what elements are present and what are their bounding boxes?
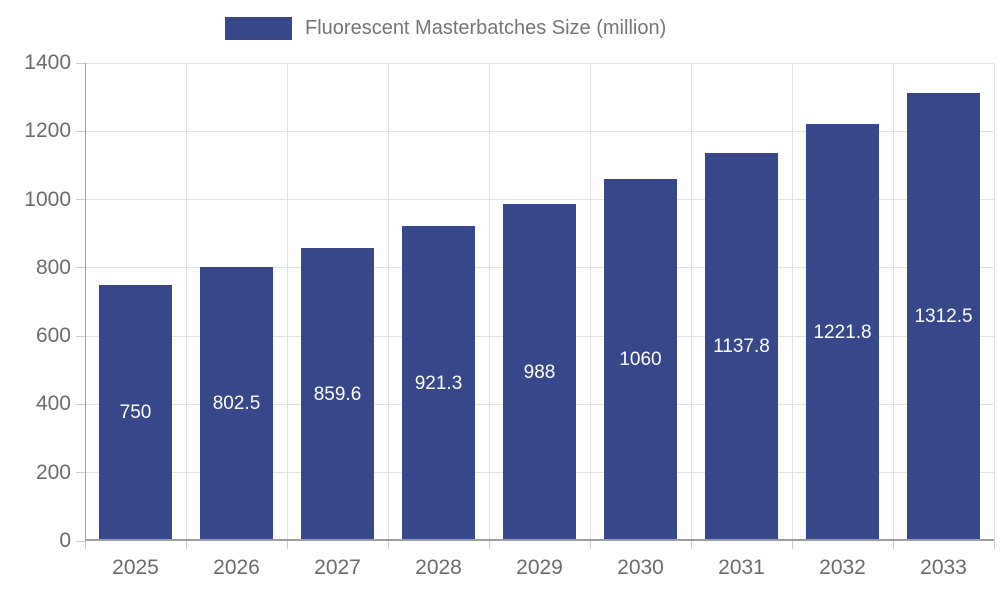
- bar[interactable]: 802.5: [200, 267, 273, 541]
- y-axis-tick-label: 600: [35, 324, 71, 348]
- x-axis-tick: [993, 541, 995, 549]
- gridline-horizontal: [85, 62, 994, 64]
- gridline-vertical: [387, 63, 389, 541]
- x-axis-category-label: 2031: [718, 556, 765, 579]
- bar[interactable]: 921.3: [402, 226, 475, 541]
- x-axis-tick: [286, 541, 288, 549]
- gridline-vertical: [690, 63, 692, 541]
- x-axis-tick: [488, 541, 490, 549]
- gridline-horizontal: [85, 130, 994, 132]
- x-axis-tick: [387, 541, 389, 549]
- bar-value-label: 750: [119, 402, 152, 423]
- x-axis-category-label: 2026: [213, 556, 260, 579]
- legend[interactable]: Fluorescent Masterbatches Size (million): [225, 17, 666, 40]
- bar[interactable]: 859.6: [301, 248, 374, 541]
- y-axis-tick: [76, 267, 85, 269]
- bar[interactable]: 1060: [604, 179, 677, 541]
- gridline-vertical: [185, 63, 187, 541]
- y-axis-tick: [76, 130, 85, 132]
- y-axis-tick-label: 800: [35, 255, 71, 279]
- bar-value-label: 1221.8: [813, 321, 872, 343]
- gridline-vertical: [993, 63, 995, 541]
- x-axis-category-label: 2030: [617, 556, 664, 579]
- y-axis-tick-label: 1400: [24, 51, 71, 74]
- y-axis-tick: [76, 403, 85, 405]
- bar[interactable]: 1221.8: [806, 124, 879, 541]
- x-axis-category-label: 2027: [314, 556, 361, 579]
- y-axis-tick: [76, 199, 85, 201]
- bar[interactable]: 750: [99, 285, 172, 541]
- y-axis-tick: [76, 335, 85, 337]
- x-axis-tick: [185, 541, 187, 549]
- y-axis-line: [85, 63, 86, 541]
- x-axis-category-label: 2032: [819, 556, 866, 579]
- legend-swatch-icon: [225, 17, 292, 40]
- y-axis-tick-label: 0: [59, 529, 71, 552]
- y-axis-tick: [76, 472, 85, 474]
- y-axis-tick-label: 200: [35, 460, 71, 484]
- gridline-vertical: [892, 63, 894, 541]
- x-axis-tick: [791, 541, 793, 549]
- gridline-vertical: [286, 63, 288, 541]
- bar-value-label: 1137.8: [713, 336, 770, 357]
- x-axis-tick: [690, 541, 692, 549]
- x-axis-category-label: 2028: [415, 556, 462, 579]
- gridline-vertical: [488, 63, 490, 541]
- plot-area: 0 200 400 600 800 1000 1200 1400 750 2025 802.5 202…: [24, 52, 995, 579]
- bar-value-label: 921.3: [414, 372, 463, 394]
- x-axis-tick: [84, 541, 86, 549]
- legend-label: Fluorescent Masterbatches Size (million): [305, 17, 667, 39]
- bar-value-label: 988: [523, 361, 556, 383]
- gridline-horizontal: [85, 199, 994, 201]
- y-axis-tick: [76, 540, 85, 542]
- x-axis-tick: [892, 541, 894, 549]
- y-axis-tick-label: 400: [35, 392, 71, 416]
- bar-value-label: 802.5: [212, 393, 261, 414]
- y-axis-tick-label: 1000: [24, 187, 71, 211]
- bar-value-label: 859.6: [313, 383, 362, 405]
- x-axis-tick: [589, 541, 591, 549]
- bar-value-label: 1312.5: [914, 306, 973, 327]
- x-axis-category-label: 2025: [112, 556, 159, 579]
- bar[interactable]: 988: [503, 204, 576, 541]
- bar[interactable]: 1312.5: [907, 93, 980, 541]
- gridline-vertical: [589, 63, 591, 541]
- y-axis-tick: [76, 62, 85, 64]
- x-axis-category-label: 2029: [516, 556, 563, 579]
- x-axis-line: [85, 539, 994, 541]
- bar[interactable]: 1137.8: [705, 153, 778, 541]
- y-axis-tick-label: 1200: [24, 119, 71, 143]
- bar-value-label: 1060: [619, 349, 662, 370]
- x-axis-category-label: 2033: [920, 556, 967, 579]
- gridline-vertical: [791, 63, 793, 541]
